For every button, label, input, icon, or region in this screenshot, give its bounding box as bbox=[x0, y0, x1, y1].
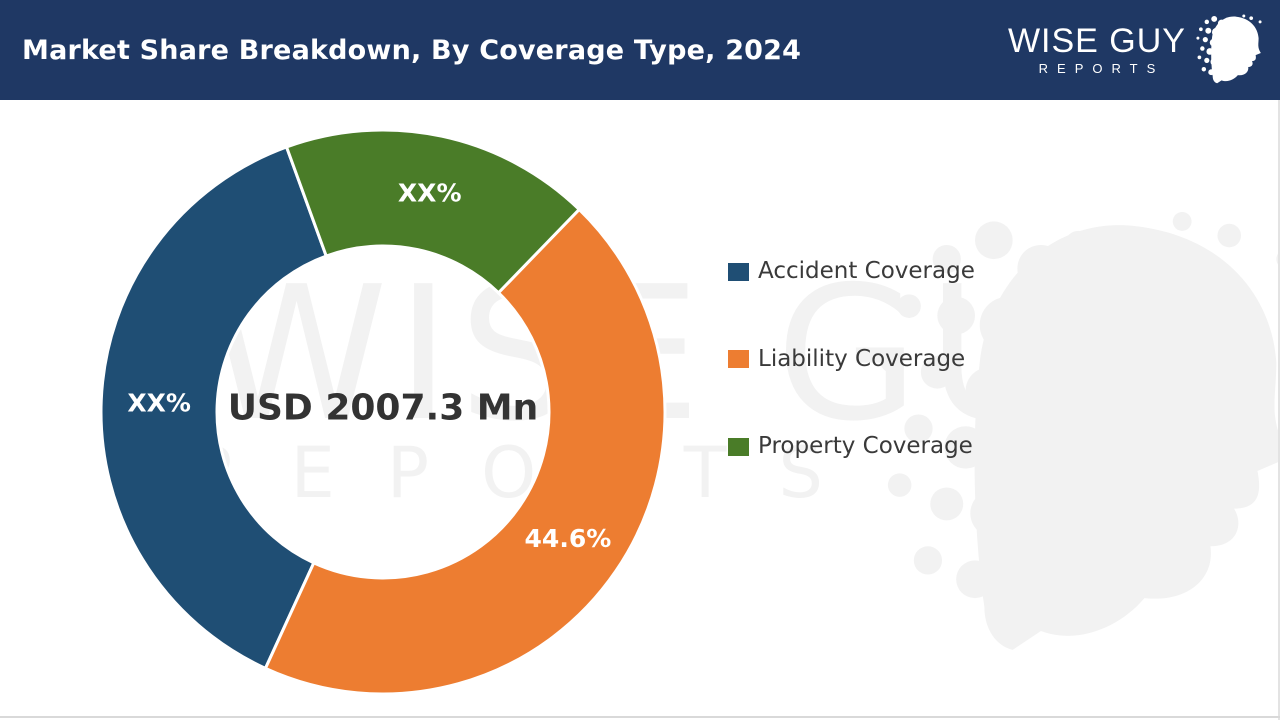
segment-label: XX% bbox=[127, 389, 191, 418]
header: Market Share Breakdown, By Coverage Type… bbox=[0, 0, 1280, 100]
legend-swatch bbox=[728, 350, 749, 369]
wise-guy-logo: WISE GUY REPORTS bbox=[1008, 13, 1266, 87]
donut-segment bbox=[285, 128, 581, 295]
bottom-border-rule bbox=[0, 716, 1280, 718]
donut-segment bbox=[263, 207, 667, 696]
legend: Accident Coverage Liability Coverage Prope… bbox=[728, 258, 975, 461]
logo-subtitle: REPORTS bbox=[1038, 61, 1165, 77]
legend-label: Liability Coverage bbox=[758, 345, 966, 372]
segment-label: 44.6% bbox=[525, 524, 612, 553]
legend-item: Liability Coverage bbox=[728, 346, 975, 374]
legend-item: Accident Coverage bbox=[728, 258, 975, 286]
logo-text: WISE GUY REPORTS bbox=[1007, 21, 1186, 77]
logo-face-icon bbox=[1196, 14, 1262, 84]
donut-segment bbox=[99, 145, 328, 670]
segment-label: XX% bbox=[398, 179, 462, 208]
legend-swatch bbox=[728, 437, 749, 456]
legend-label: Property Coverage bbox=[758, 433, 973, 460]
page-title: Market Share Breakdown, By Coverage Type… bbox=[22, 34, 802, 66]
logo-wordmark: WISE GUY bbox=[1007, 21, 1186, 60]
legend-item: Property Coverage bbox=[728, 433, 975, 461]
chart-center-label: USD 2007.3 Mn bbox=[227, 387, 539, 429]
legend-swatch bbox=[728, 262, 749, 281]
legend-label: Accident Coverage bbox=[758, 258, 975, 284]
